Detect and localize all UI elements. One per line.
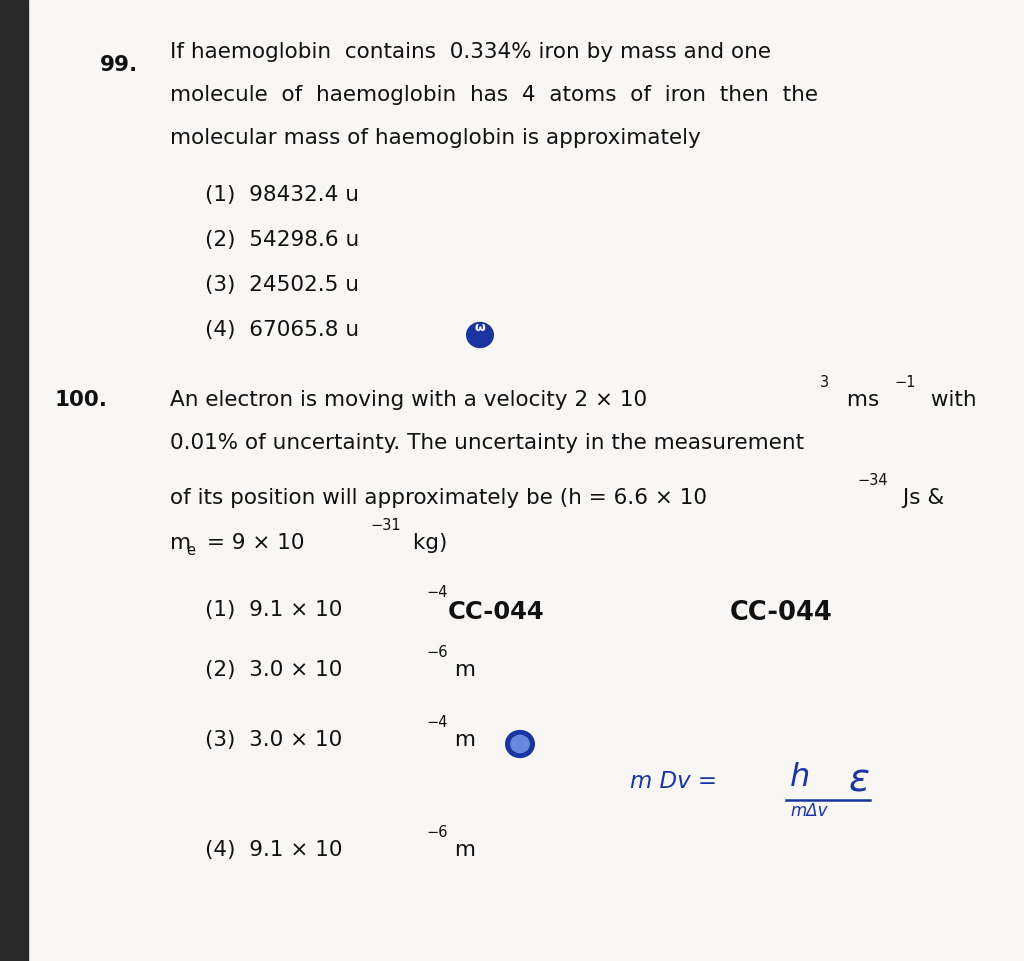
Text: (2)  54298.6 u: (2) 54298.6 u	[205, 230, 359, 250]
Text: (4)  67065.8 u: (4) 67065.8 u	[205, 320, 359, 340]
Text: CC-044: CC-044	[449, 600, 545, 624]
Text: m: m	[449, 730, 476, 750]
Text: m: m	[170, 533, 191, 553]
Text: ms: ms	[840, 390, 880, 410]
Text: 100.: 100.	[55, 390, 108, 410]
Text: molecular mass of haemoglobin is approximately: molecular mass of haemoglobin is approxi…	[170, 128, 700, 148]
Text: with: with	[924, 390, 977, 410]
Text: If haemoglobin  contains  0.334% iron by mass and one: If haemoglobin contains 0.334% iron by m…	[170, 42, 771, 62]
Text: of its position will approximately be (h = 6.6 × 10: of its position will approximately be (h…	[170, 488, 707, 508]
Text: m: m	[449, 660, 476, 680]
Text: −4: −4	[426, 715, 447, 730]
Text: −31: −31	[370, 518, 400, 533]
Circle shape	[506, 730, 535, 757]
Text: kg): kg)	[406, 533, 447, 553]
Text: CC-044: CC-044	[730, 600, 833, 626]
Text: (4)  9.1 × 10: (4) 9.1 × 10	[205, 840, 342, 860]
Bar	[0, 0, 28, 961]
Text: ε: ε	[848, 762, 869, 800]
Text: h: h	[790, 762, 810, 793]
Text: Js &: Js &	[896, 488, 944, 508]
Text: 3: 3	[820, 375, 829, 390]
Text: An electron is moving with a velocity 2 × 10: An electron is moving with a velocity 2 …	[170, 390, 647, 410]
Circle shape	[511, 735, 529, 752]
Text: 0.01% of uncertainty. The uncertainty in the measurement: 0.01% of uncertainty. The uncertainty in…	[170, 433, 804, 453]
Text: (1)  9.1 × 10: (1) 9.1 × 10	[205, 600, 342, 620]
Circle shape	[467, 323, 494, 348]
Text: 99.: 99.	[100, 55, 138, 75]
Text: −6: −6	[426, 825, 447, 840]
Text: (3)  3.0 × 10: (3) 3.0 × 10	[205, 730, 342, 750]
Text: m Dv =: m Dv =	[630, 770, 717, 793]
Text: (3)  24502.5 u: (3) 24502.5 u	[205, 275, 359, 295]
Text: ω: ω	[474, 321, 485, 333]
Text: (2)  3.0 × 10: (2) 3.0 × 10	[205, 660, 342, 680]
Text: −1: −1	[894, 375, 915, 390]
Text: = 9 × 10: = 9 × 10	[200, 533, 304, 553]
Text: molecule  of  haemoglobin  has  4  atoms  of  iron  then  the: molecule of haemoglobin has 4 atoms of i…	[170, 85, 818, 105]
Text: m: m	[449, 840, 476, 860]
Text: −4: −4	[426, 585, 447, 600]
Text: e: e	[186, 543, 195, 558]
Text: (1)  98432.4 u: (1) 98432.4 u	[205, 185, 359, 205]
Text: mΔv: mΔv	[790, 802, 827, 820]
Text: −6: −6	[426, 645, 447, 660]
Text: −34: −34	[857, 473, 888, 488]
